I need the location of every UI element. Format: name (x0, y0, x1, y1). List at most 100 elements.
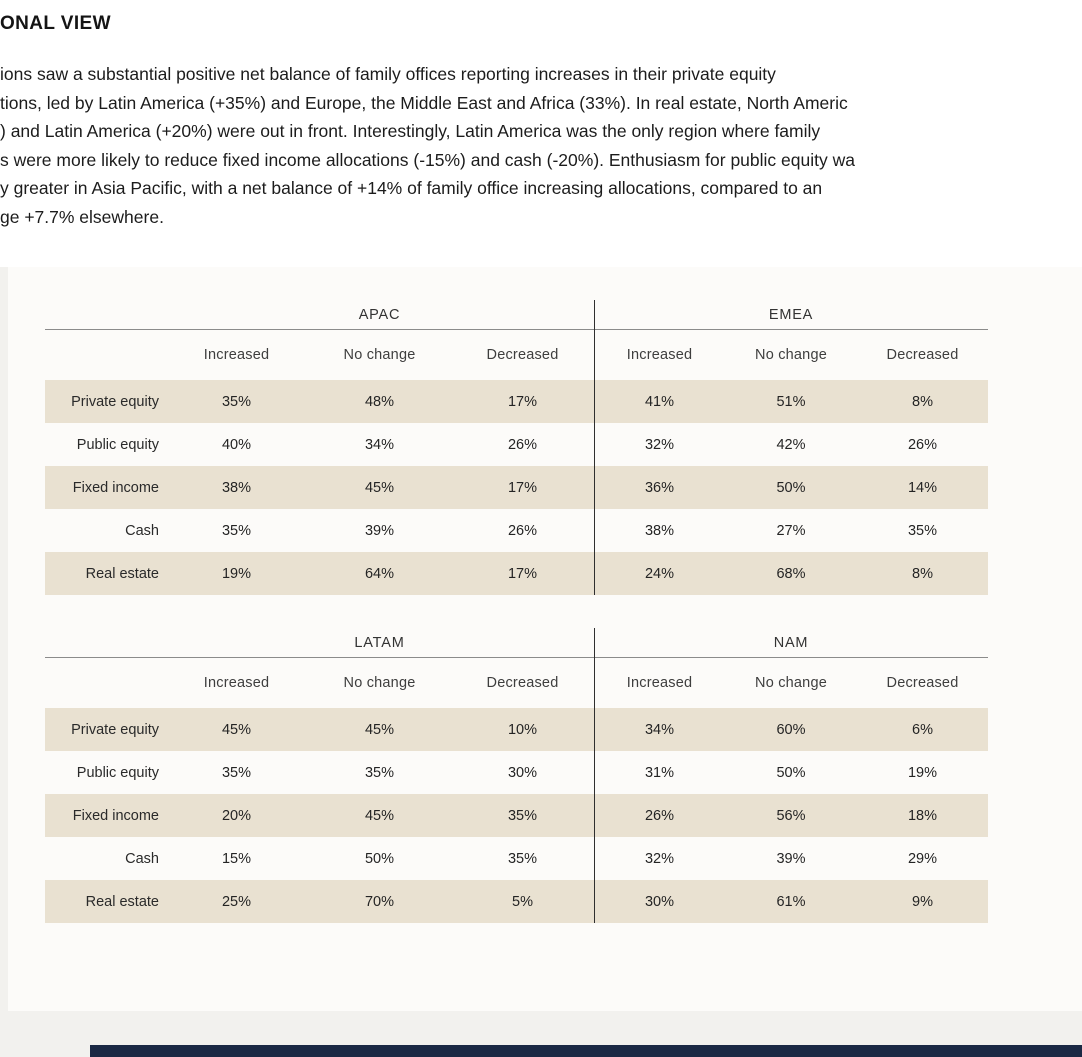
row-label: Private equity (71, 393, 159, 410)
table-cell: 32% (644, 436, 675, 453)
data-card: APAC EMEA Increased No change Decreased … (8, 267, 1082, 1011)
table-cell: 50% (776, 479, 806, 496)
table-cell: 35% (507, 850, 538, 867)
column-header-row: Increased No change Decreased Increased … (45, 330, 988, 380)
table-cell: 30% (507, 764, 538, 781)
table-cell: 51% (776, 393, 806, 410)
table-cell: 50% (776, 764, 806, 781)
column-header: No change (755, 347, 827, 363)
table-cell: 61% (776, 893, 806, 910)
table-cell: 15% (221, 850, 252, 867)
table-cell: 42% (776, 436, 806, 453)
table-cell: 38% (221, 479, 252, 496)
region-label: LATAM (354, 634, 405, 651)
table-row: Fixed income 38% 45% 17% 36% 50% 14% (45, 466, 988, 509)
table-cell: 20% (221, 807, 252, 824)
page-title: ONAL VIEW (0, 13, 111, 34)
column-header: Decreased (486, 347, 559, 363)
table-cell: 35% (507, 807, 538, 824)
table-cell: 6% (912, 721, 933, 738)
row-label: Public equity (76, 764, 159, 781)
table-divider (594, 628, 595, 923)
table-cell: 35% (907, 522, 938, 539)
column-header: Decreased (486, 675, 559, 691)
table-cell: 5% (512, 893, 533, 910)
table-cell: 36% (644, 479, 675, 496)
table-row: Fixed income 20% 45% 35% 26% 56% 18% (45, 794, 988, 837)
table-cell: 17% (507, 565, 538, 582)
column-header: Increased (626, 675, 693, 691)
table-cell: 39% (776, 850, 806, 867)
paragraph-line: ge +7.7% elsewhere. (0, 206, 164, 227)
footer-bar (90, 1045, 1082, 1057)
paragraph-line: y greater in Asia Pacific, with a net ba… (0, 178, 823, 198)
table-cell: 40% (221, 436, 252, 453)
table-cell: 31% (644, 764, 675, 781)
table-divider (594, 300, 595, 595)
table-cell: 70% (364, 893, 395, 910)
table-row: Private equity 45% 45% 10% 34% 60% 6% (45, 708, 988, 751)
table-cell: 27% (776, 522, 806, 539)
table-cell: 26% (644, 807, 675, 824)
table-cell: 50% (364, 850, 395, 867)
table-row: Real estate 25% 70% 5% 30% 61% 9% (45, 880, 988, 923)
region-label: APAC (358, 306, 401, 323)
table-cell: 45% (221, 721, 252, 738)
table-cell: 26% (507, 522, 538, 539)
body-paragraph: ions saw a substantial positive net bala… (0, 60, 1082, 231)
column-header: No change (755, 675, 827, 691)
row-label: Real estate (85, 893, 159, 910)
table-row: Real estate 19% 64% 17% 24% 68% 8% (45, 552, 988, 595)
table-cell: 32% (644, 850, 675, 867)
table-cell: 17% (507, 479, 538, 496)
table-row: Public equity 35% 35% 30% 31% 50% 19% (45, 751, 988, 794)
column-header-row: Increased No change Decreased Increased … (45, 658, 988, 708)
column-header: Increased (626, 347, 693, 363)
region-label: EMEA (768, 306, 814, 323)
table-cell: 48% (364, 393, 395, 410)
table-cell: 35% (364, 764, 395, 781)
table-cell: 38% (644, 522, 675, 539)
table-cell: 10% (507, 721, 538, 738)
column-header: Decreased (886, 347, 959, 363)
table-cell: 41% (644, 393, 675, 410)
table-cell: 45% (364, 479, 395, 496)
table-row: Private equity 35% 48% 17% 41% 51% 8% (45, 380, 988, 423)
region-header-row: APAC EMEA (45, 300, 988, 330)
allocation-table-apac-emea: APAC EMEA Increased No change Decreased … (45, 300, 988, 595)
row-label: Fixed income (72, 807, 159, 824)
column-header: No change (343, 347, 416, 363)
row-label: Cash (125, 522, 159, 539)
table-cell: 25% (221, 893, 252, 910)
table-row: Cash 15% 50% 35% 32% 39% 29% (45, 837, 988, 880)
region-header-row: LATAM NAM (45, 628, 988, 658)
table-cell: 34% (644, 721, 675, 738)
paragraph-line: ) and Latin America (+20%) were out in f… (0, 121, 821, 141)
table-row: Cash 35% 39% 26% 38% 27% 35% (45, 509, 988, 552)
table-cell: 17% (507, 393, 538, 410)
table-cell: 68% (776, 565, 806, 582)
column-header: Decreased (886, 675, 959, 691)
row-label: Fixed income (72, 479, 159, 496)
table-cell: 8% (912, 393, 933, 410)
table-cell: 19% (221, 565, 252, 582)
table-cell: 56% (776, 807, 806, 824)
column-header: No change (343, 675, 416, 691)
paragraph-line: tions, led by Latin America (+35%) and E… (0, 92, 848, 113)
table-cell: 64% (364, 565, 395, 582)
column-header: Increased (203, 675, 270, 691)
table-cell: 29% (907, 850, 938, 867)
table-cell: 9% (912, 893, 933, 910)
paragraph-line: ions saw a substantial positive net bala… (0, 64, 776, 84)
row-label: Cash (125, 850, 159, 867)
allocation-table-latam-nam: LATAM NAM Increased No change Decreased … (45, 628, 988, 923)
row-label: Public equity (76, 436, 159, 453)
table-cell: 30% (644, 893, 675, 910)
table-cell: 26% (907, 436, 938, 453)
table-cell: 60% (776, 721, 806, 738)
table-row: Public equity 40% 34% 26% 32% 42% 26% (45, 423, 988, 466)
column-header: Increased (203, 347, 270, 363)
table-cell: 8% (912, 565, 933, 582)
table-cell: 26% (507, 436, 538, 453)
table-cell: 35% (221, 522, 252, 539)
